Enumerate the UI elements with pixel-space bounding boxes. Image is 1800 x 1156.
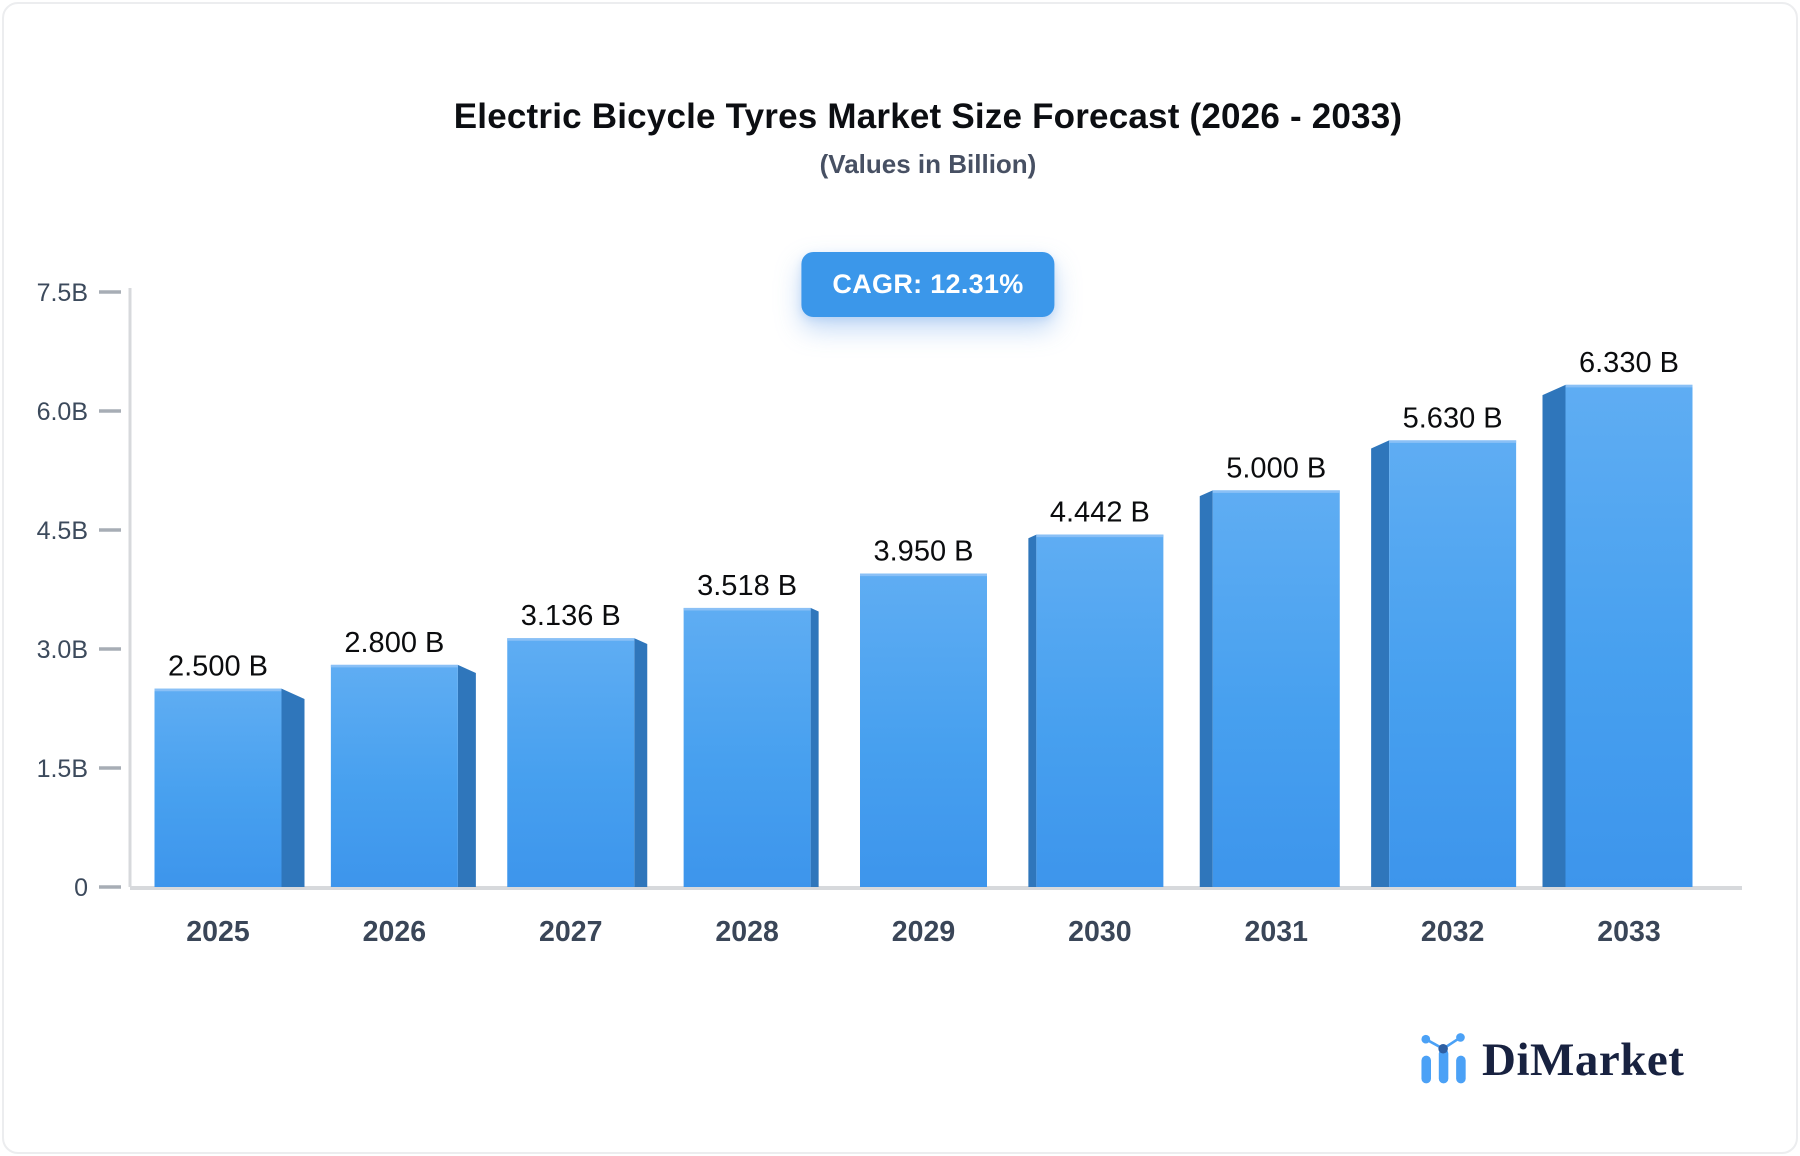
bar-2026 xyxy=(330,664,458,887)
logo-bar-right xyxy=(1456,1055,1466,1084)
x-category-label-2029: 2029 xyxy=(892,916,955,948)
chart-title: Electric Bicycle Tyres Market Size Forec… xyxy=(453,97,1403,136)
logo-text: DiMarket xyxy=(1482,1033,1685,1086)
y-tick-label-4.5B: 4.5B xyxy=(37,517,88,545)
y-tick-label-3.0B: 3.0B xyxy=(37,636,88,664)
logo-dot-right xyxy=(1456,1033,1465,1042)
bar-2030 xyxy=(1036,534,1164,887)
bar-side-2031 xyxy=(1199,490,1213,887)
bar-value-label-2029: 3.950 B xyxy=(874,536,974,568)
chart-subtitle: (Values in Billion) xyxy=(819,149,1037,179)
logo-dot-middle xyxy=(1438,1043,1448,1054)
x-category-label-2026: 2026 xyxy=(363,916,426,948)
logo-dot-left xyxy=(1421,1034,1431,1044)
y-tick-label-6.0B: 6.0B xyxy=(37,398,88,426)
bar-value-label-2028: 3.518 B xyxy=(697,570,797,602)
bar-side-2026 xyxy=(457,664,476,887)
x-category-label-2025: 2025 xyxy=(186,916,250,948)
bar-2029 xyxy=(860,573,987,887)
bar-side-2028 xyxy=(810,607,819,887)
x-category-label-2028: 2028 xyxy=(715,916,778,948)
logo-bar-left xyxy=(1421,1055,1431,1084)
logo-bar-middle xyxy=(1438,1048,1449,1084)
y-tick-label-0: 0 xyxy=(74,874,88,902)
bar-value-label-2026: 2.800 B xyxy=(344,627,444,659)
logo-chart-icon xyxy=(1421,1033,1466,1084)
bar-side-2025 xyxy=(281,688,305,887)
x-category-label-2030: 2030 xyxy=(1068,916,1131,948)
bar-2028 xyxy=(683,607,811,887)
bar-2033 xyxy=(1565,384,1693,887)
cagr-badge: CAGR: 12.31% xyxy=(801,252,1055,317)
bar-2031 xyxy=(1212,490,1340,887)
bar-side-2032 xyxy=(1371,440,1390,887)
bar-value-label-2030: 4.442 B xyxy=(1050,497,1150,529)
bar-value-label-2033: 6.330 B xyxy=(1579,347,1679,379)
x-category-label-2027: 2027 xyxy=(539,916,602,948)
bar-side-2033 xyxy=(1542,384,1566,887)
x-category-label-2033: 2033 xyxy=(1597,916,1660,948)
bar-side-2030 xyxy=(1028,534,1037,887)
x-category-label-2031: 2031 xyxy=(1245,916,1309,948)
x-category-label-2032: 2032 xyxy=(1421,916,1484,948)
y-tick-label-1.5B: 1.5B xyxy=(37,755,88,783)
bar-value-label-2025: 2.500 B xyxy=(168,651,268,683)
bar-value-label-2032: 5.630 B xyxy=(1403,402,1503,434)
bar-2025 xyxy=(154,688,282,887)
bar-2032 xyxy=(1389,440,1517,887)
bar-side-2027 xyxy=(634,638,648,887)
bar-2027 xyxy=(507,638,635,887)
dimarket-logo: DiMarket xyxy=(1418,1031,1684,1089)
bar-value-label-2031: 5.000 B xyxy=(1226,452,1326,484)
y-tick-label-7.5B: 7.5B xyxy=(37,279,88,307)
bar-value-label-2027: 3.136 B xyxy=(521,600,621,632)
